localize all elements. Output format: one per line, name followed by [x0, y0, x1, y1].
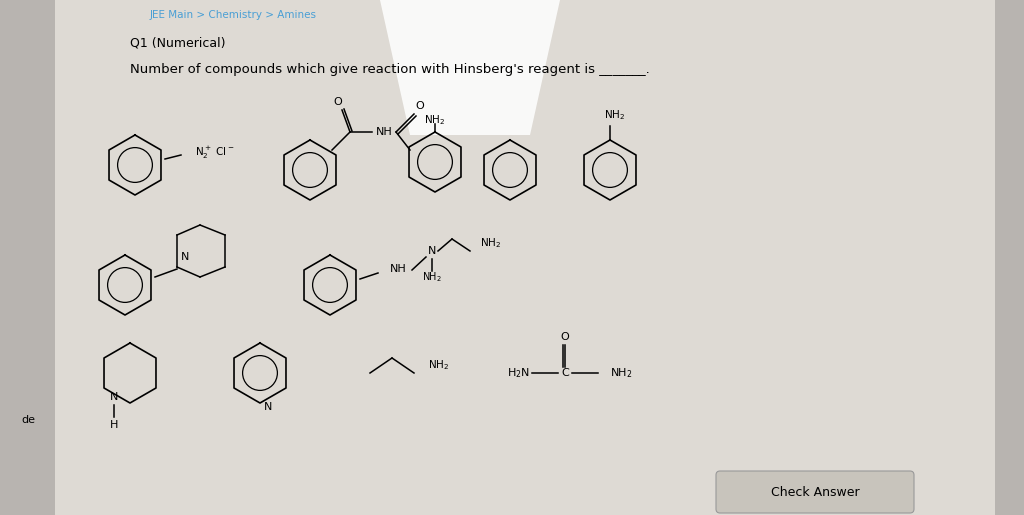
Text: N: N	[264, 402, 272, 412]
Text: Check Answer: Check Answer	[771, 486, 859, 499]
Text: NH$_2$: NH$_2$	[610, 366, 633, 380]
Text: H$_2$N: H$_2$N	[507, 366, 530, 380]
Text: H: H	[110, 420, 118, 430]
Text: O: O	[416, 101, 424, 111]
Text: N: N	[428, 246, 436, 256]
Text: NH: NH	[390, 264, 407, 274]
Text: O: O	[334, 97, 342, 107]
Text: JEE Main > Chemistry > Amines: JEE Main > Chemistry > Amines	[150, 10, 317, 20]
Text: NH: NH	[376, 127, 392, 137]
Text: NH$_2$: NH$_2$	[604, 108, 626, 122]
Text: NH$_2$: NH$_2$	[428, 358, 450, 372]
FancyBboxPatch shape	[55, 0, 995, 515]
Text: NH$_2$: NH$_2$	[424, 113, 445, 127]
Text: $\mathregular{N_2^+}$ Cl$^-$: $\mathregular{N_2^+}$ Cl$^-$	[195, 145, 234, 161]
Polygon shape	[380, 0, 560, 135]
Text: NH$_2$: NH$_2$	[480, 236, 501, 250]
Text: NH$_2$: NH$_2$	[422, 270, 442, 284]
Text: N: N	[110, 392, 118, 402]
Text: C: C	[561, 368, 569, 378]
Text: Number of compounds which give reaction with Hinsberg's reagent is _______.: Number of compounds which give reaction …	[130, 63, 650, 76]
Text: N: N	[181, 252, 189, 262]
Text: Q1 (Numerical): Q1 (Numerical)	[130, 37, 225, 50]
FancyBboxPatch shape	[716, 471, 914, 513]
Text: de: de	[22, 415, 35, 425]
Text: O: O	[560, 332, 569, 342]
